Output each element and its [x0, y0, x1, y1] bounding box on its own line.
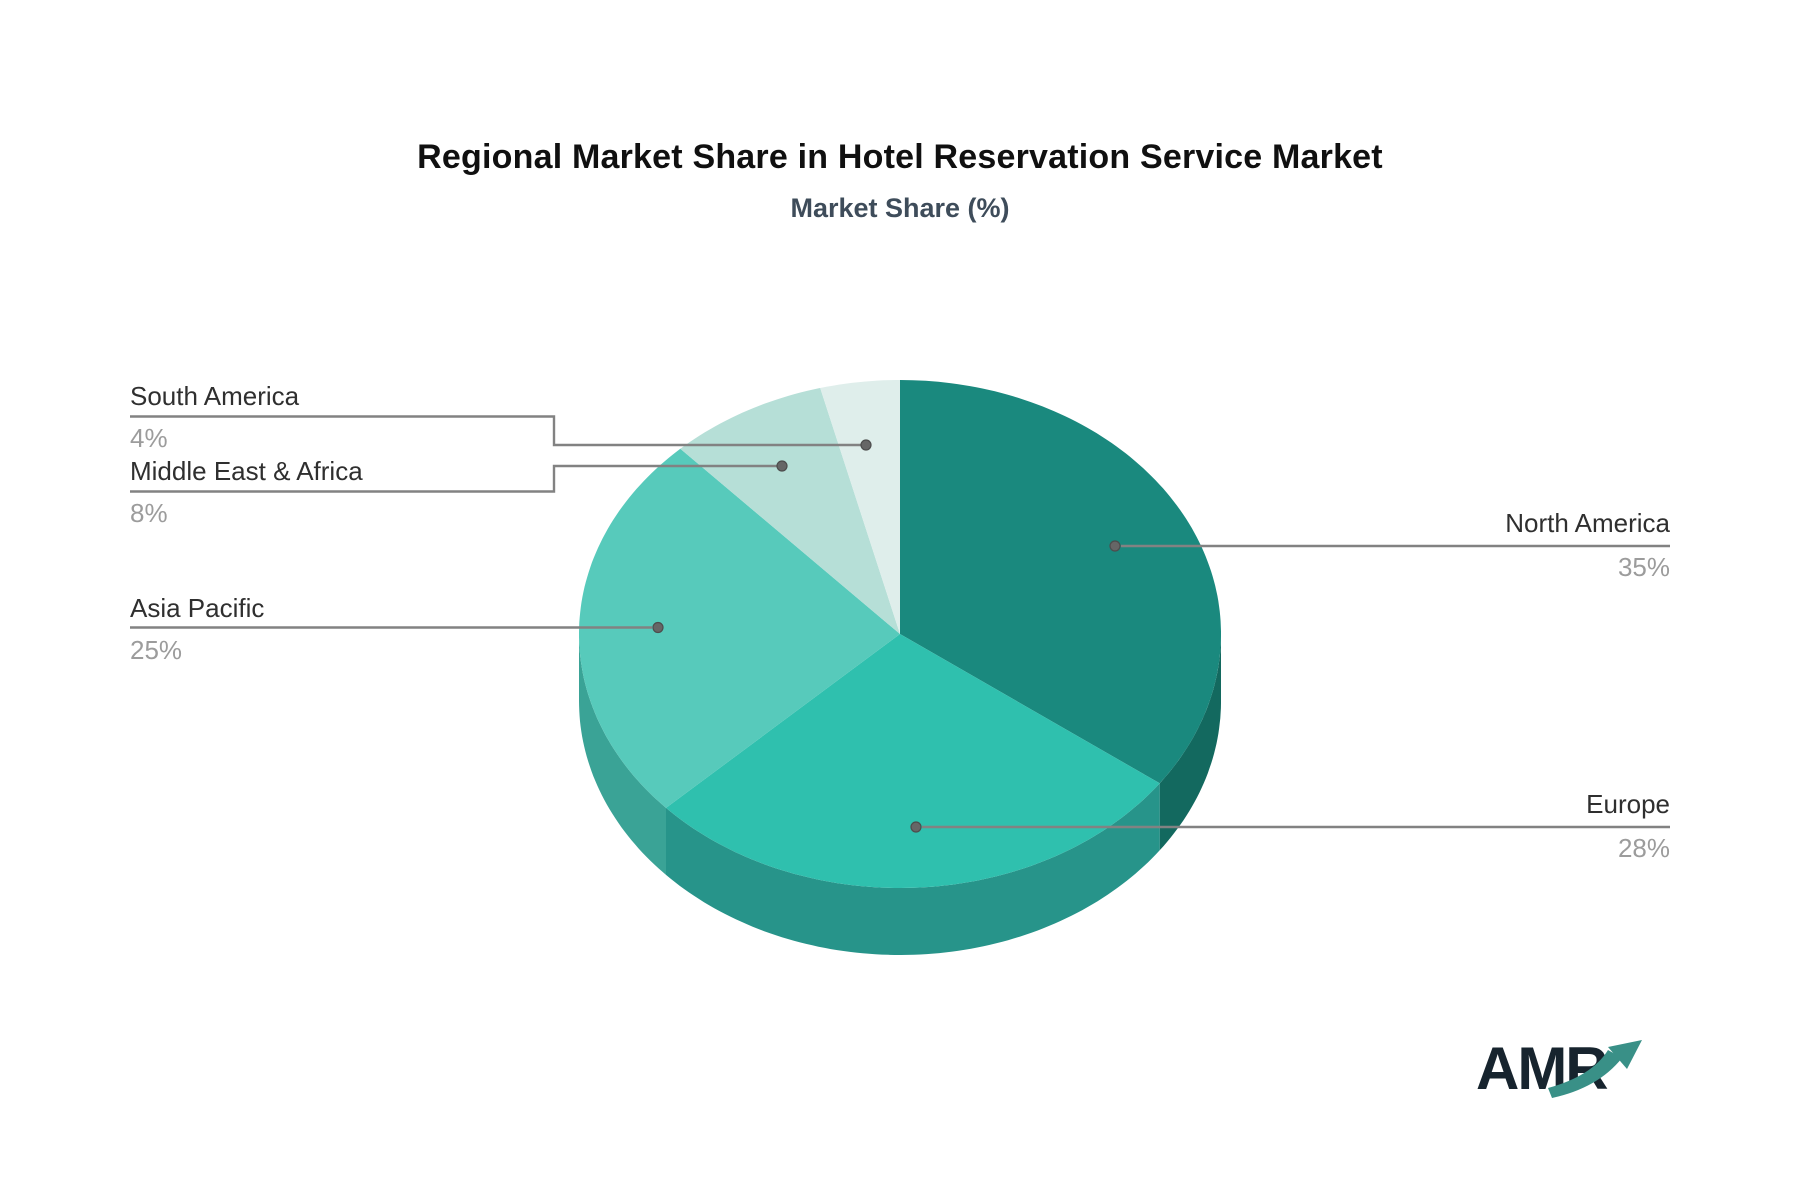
leader-dot-asia-pacific: [652, 621, 664, 634]
label-europe: Europe: [1586, 789, 1670, 819]
leader-dot-middle-east-africa: [776, 460, 788, 472]
label-asia-pacific: Asia Pacific: [130, 593, 265, 623]
pie-slice-europe: [666, 634, 1160, 888]
amr-logo-text: AMR: [1476, 1035, 1609, 1102]
chart-subtitle: Market Share (%): [790, 193, 1010, 223]
value-europe: 28%: [1617, 833, 1670, 863]
leader-dot-south-america: [860, 439, 872, 451]
label-middle-east-africa: Middle East & Africa: [130, 456, 363, 486]
amr-logo-arrow-icon: [1548, 1040, 1642, 1098]
pie-side-north-america: [1159, 634, 1221, 851]
value-asia-pacific: 25%: [130, 635, 183, 665]
value-middle-east-africa: 8%: [130, 498, 168, 528]
pie-slice-north-america: [900, 380, 1221, 784]
leader-line-middle-east-africa: [130, 464, 777, 493]
value-north-america: 35%: [1617, 552, 1670, 582]
chart-title: Regional Market Share in Hotel Reservati…: [417, 138, 1383, 176]
leader-dot-europe: [910, 821, 922, 833]
pie-slice-asia-pacific: [579, 448, 900, 808]
pie-side-europe: [666, 783, 1160, 955]
leader-dot-north-america: [1109, 540, 1121, 552]
pie-slice-middle-east-africa: [680, 388, 900, 634]
pie-side-asia-pacific: [579, 634, 666, 875]
label-north-america: North America: [1505, 508, 1670, 538]
leader-line-south-america: [130, 415, 861, 447]
pie-slice-south-america: [820, 380, 900, 634]
label-south-america: South America: [130, 381, 300, 411]
value-south-america: 4%: [130, 423, 168, 453]
